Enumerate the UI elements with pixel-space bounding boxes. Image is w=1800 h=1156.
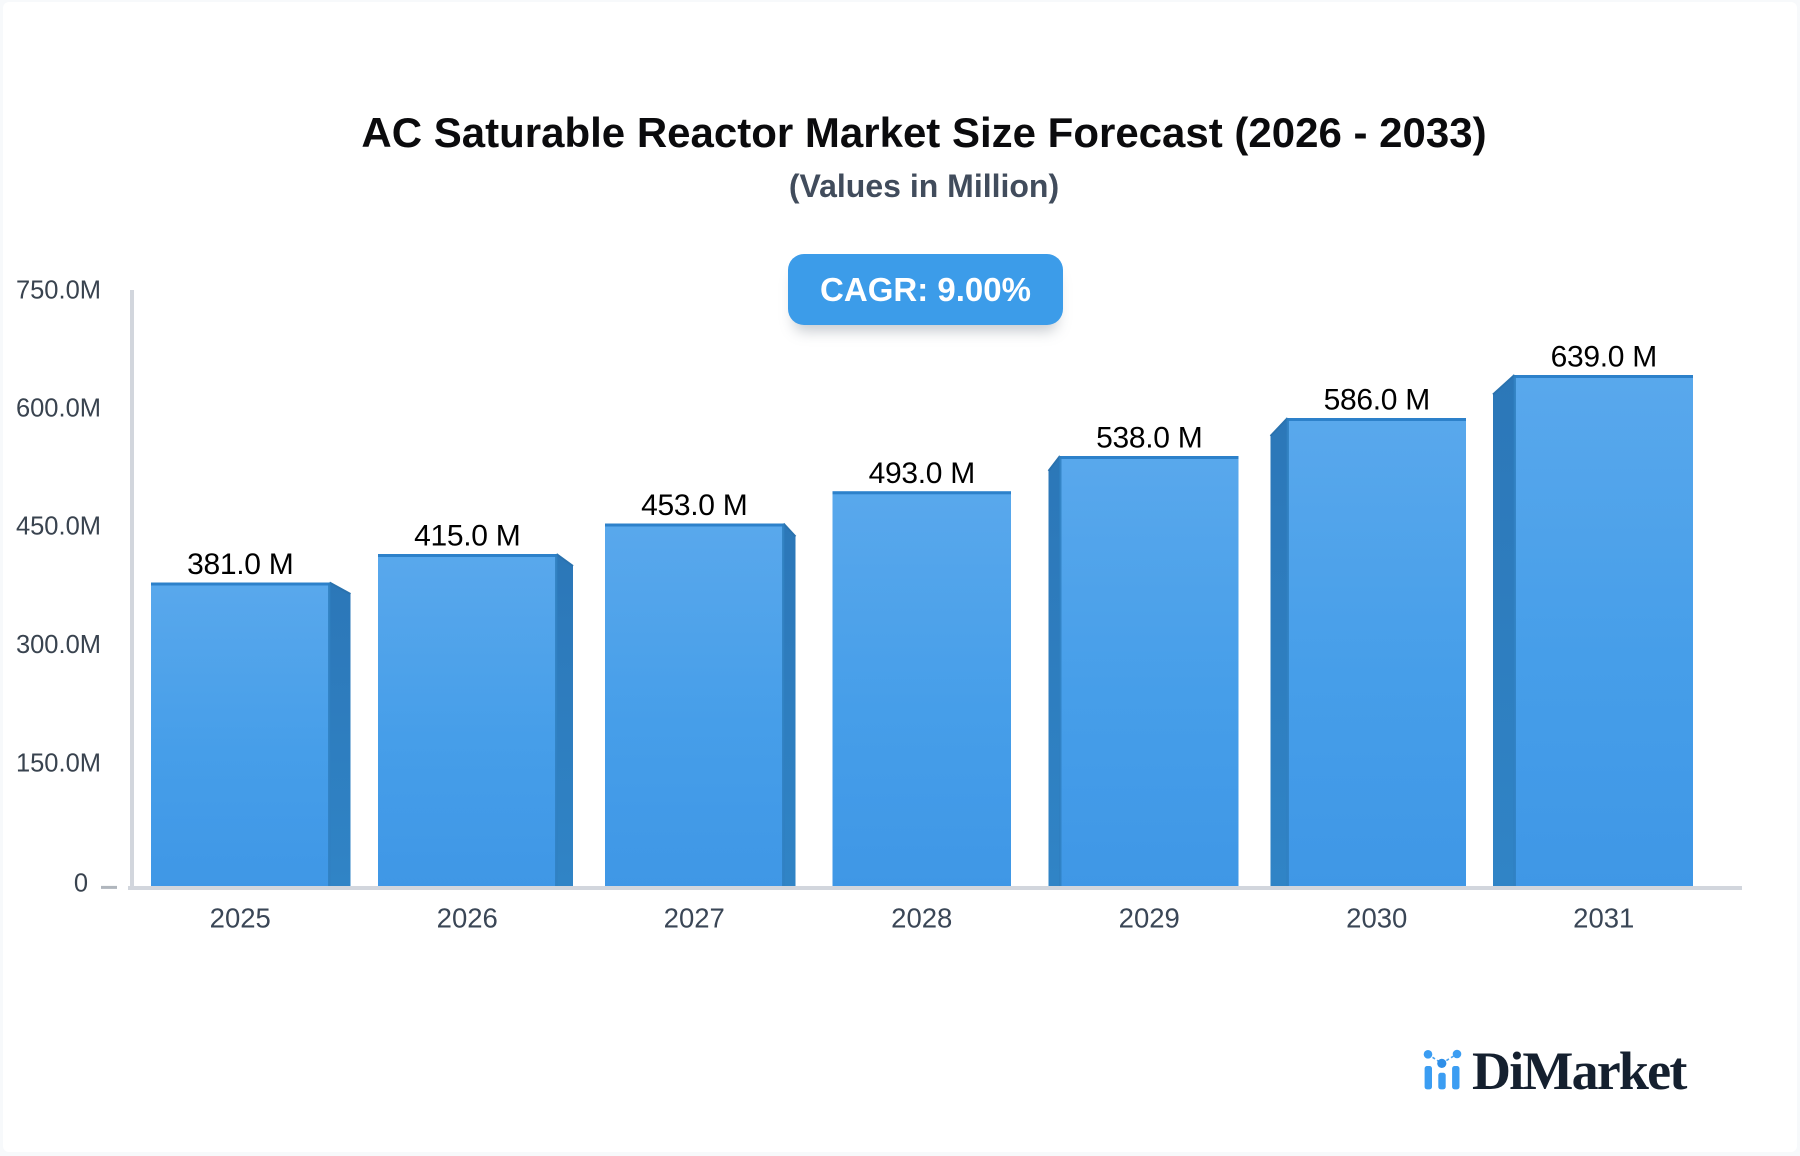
svg-text:2030: 2030 bbox=[1346, 903, 1407, 934]
svg-text:DiMarket: DiMarket bbox=[1472, 1041, 1687, 1101]
svg-text:2031: 2031 bbox=[1573, 903, 1634, 934]
svg-text:300.0M: 300.0M bbox=[16, 631, 101, 659]
svg-text:600.0M: 600.0M bbox=[16, 395, 101, 423]
svg-text:450.0M: 450.0M bbox=[16, 512, 101, 540]
svg-text:639.0 M: 639.0 M bbox=[1551, 341, 1657, 374]
svg-text:2026: 2026 bbox=[437, 903, 498, 934]
svg-text:2025: 2025 bbox=[210, 903, 271, 934]
svg-text:2029: 2029 bbox=[1119, 903, 1180, 934]
svg-text:586.0 M: 586.0 M bbox=[1324, 384, 1430, 417]
svg-text:493.0 M: 493.0 M bbox=[869, 457, 975, 490]
svg-text:453.0 M: 453.0 M bbox=[641, 489, 747, 522]
svg-text:381.0 M: 381.0 M bbox=[187, 548, 293, 581]
svg-text:150.0M: 150.0M bbox=[16, 750, 101, 778]
svg-text:415.0 M: 415.0 M bbox=[414, 520, 520, 553]
svg-text:0: 0 bbox=[74, 870, 88, 898]
svg-text:538.0 M: 538.0 M bbox=[1096, 422, 1202, 455]
svg-text:2027: 2027 bbox=[664, 903, 725, 934]
svg-text:2028: 2028 bbox=[891, 903, 952, 934]
svg-text:750.0M: 750.0M bbox=[16, 276, 101, 304]
